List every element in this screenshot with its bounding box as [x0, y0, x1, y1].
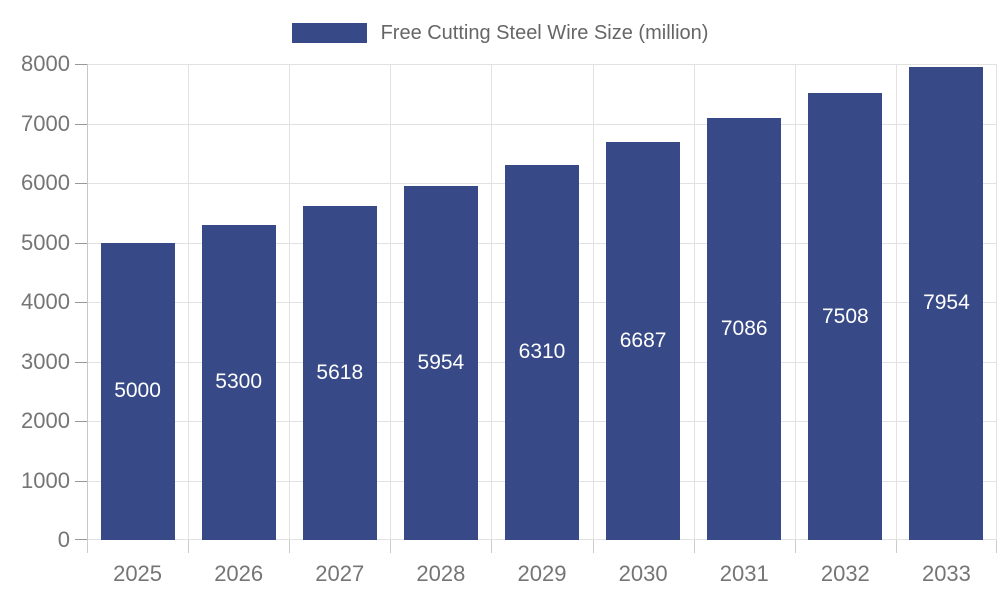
plot-area: 5000 5300 5618 5954 6310 6687 7086 7508 7954 0 10… [21, 51, 997, 586]
bar: 7508 [808, 93, 883, 540]
x-gridline [996, 64, 997, 540]
bar: 7954 [909, 66, 984, 540]
bar-value-label: 7508 [821, 304, 869, 328]
x-axis-tick-label: 2028 [416, 561, 466, 586]
x-axis-tick-label: 2026 [214, 561, 264, 586]
x-axis-tick-label: 2029 [517, 561, 567, 586]
x-gridline [895, 64, 897, 540]
x-axis-tick-label: 2025 [113, 561, 163, 586]
bar: 5954 [403, 185, 478, 540]
y-axis-tick-label: 8000 [21, 51, 70, 76]
y-gridline [87, 64, 997, 65]
legend-label: Free Cutting Steel Wire Size (million) [380, 22, 709, 44]
x-gridline [491, 64, 493, 540]
x-gridline [693, 64, 695, 540]
y-axis-tick-label: 3000 [21, 348, 70, 374]
bar: 6687 [606, 142, 681, 540]
bar-value-label: 5954 [417, 350, 465, 374]
x-axis-tick-label: 2027 [315, 561, 365, 586]
x-axis-tick [794, 540, 796, 553]
bar-value-label: 5000 [114, 379, 161, 403]
bar-value-label: 5618 [316, 360, 364, 384]
y-axis-tick [75, 480, 87, 482]
y-axis-tick-label: 2000 [21, 408, 70, 433]
x-axis-tick [87, 540, 88, 553]
y-axis-tick [75, 302, 87, 303]
y-axis-tick-label: 7000 [21, 110, 70, 136]
bar-value-label: 5300 [215, 370, 263, 394]
y-axis-tick-label: 5000 [21, 229, 70, 255]
x-axis-tick [289, 540, 291, 553]
x-axis-tick [188, 540, 190, 553]
x-axis-tick [592, 540, 594, 553]
y-axis-tick-label: 6000 [21, 170, 70, 195]
x-axis-tick [491, 540, 493, 553]
x-gridline [592, 64, 594, 540]
x-gridline [188, 64, 190, 540]
bar: 6310 [505, 164, 579, 540]
bar: 5300 [201, 224, 276, 540]
x-axis-tick [895, 540, 897, 553]
x-axis-tick-label: 2031 [719, 561, 769, 586]
y-axis-tick [75, 539, 87, 540]
x-gridline [390, 64, 392, 540]
bar: 7086 [707, 118, 782, 540]
legend-item[interactable]: Free Cutting Steel Wire Size (million) [291, 22, 709, 44]
bar: 5618 [302, 205, 377, 540]
bar-value-label: 7086 [720, 317, 768, 341]
y-axis-tick [75, 242, 87, 244]
y-axis-tick [75, 123, 87, 125]
legend-swatch [291, 23, 367, 43]
bar: 5000 [100, 242, 175, 540]
x-axis-tick [693, 540, 695, 553]
x-axis-tick-label: 2032 [820, 561, 870, 586]
x-axis-tick-label: 2030 [618, 561, 668, 586]
y-axis-line [87, 64, 88, 540]
y-axis-tick [75, 183, 87, 184]
bar-value-label: 7954 [923, 291, 970, 315]
x-gridline [794, 64, 796, 540]
y-axis-tick-label: 1000 [21, 467, 70, 493]
y-gridline [87, 123, 997, 125]
x-axis-tick [996, 540, 997, 553]
y-axis-tick [75, 361, 87, 363]
y-axis-tick-label: 0 [57, 527, 70, 552]
y-axis-tick-label: 4000 [21, 289, 70, 314]
x-axis-tick-label: 2033 [921, 561, 971, 586]
x-axis-tick [390, 540, 392, 553]
bar-value-label: 6687 [619, 329, 667, 353]
y-axis-tick [75, 64, 87, 65]
bar-value-label: 6310 [518, 340, 566, 364]
x-gridline [289, 64, 291, 540]
y-axis-tick [75, 421, 87, 422]
legend: Free Cutting Steel Wire Size (million) [0, 22, 1000, 44]
